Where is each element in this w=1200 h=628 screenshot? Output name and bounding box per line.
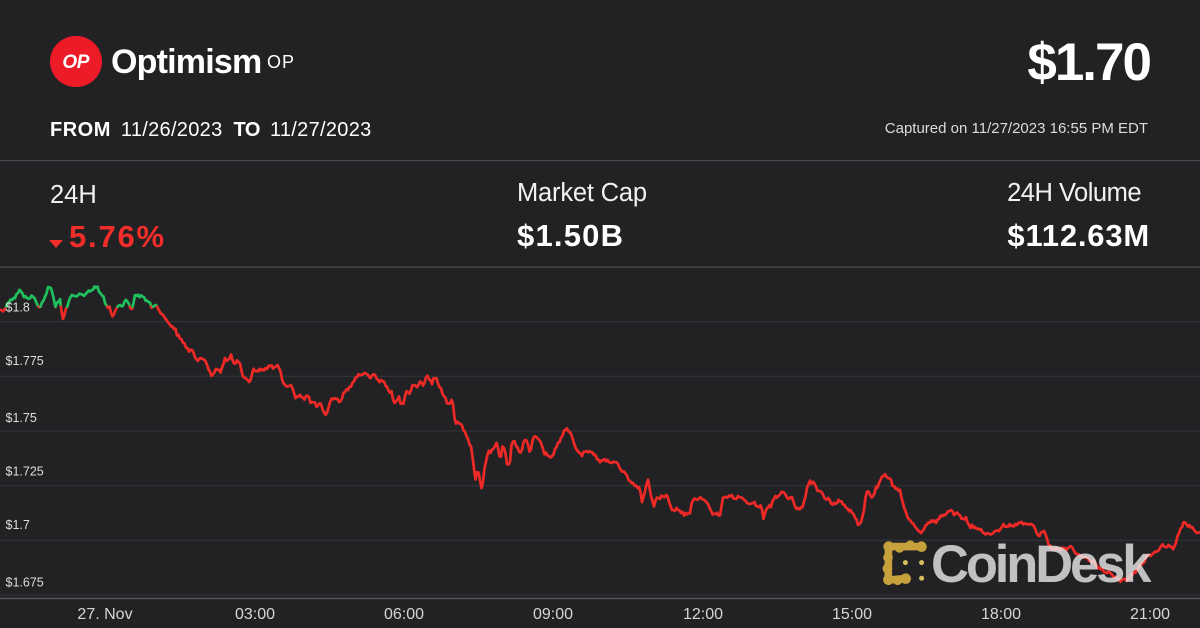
svg-text:09:00: 09:00: [533, 606, 573, 623]
svg-text:$1.675: $1.675: [6, 576, 44, 590]
svg-text:03:00: 03:00: [235, 606, 275, 623]
svg-text:06:00: 06:00: [384, 606, 424, 623]
svg-text:12:00: 12:00: [683, 606, 723, 623]
svg-text:27. Nov: 27. Nov: [77, 606, 132, 623]
svg-text:$1.7: $1.7: [6, 518, 30, 532]
svg-text:$1.775: $1.775: [6, 354, 44, 368]
svg-text:CoinDesk: CoinDesk: [931, 535, 1152, 594]
svg-text:15:00: 15:00: [832, 606, 872, 623]
svg-text:$1.725: $1.725: [6, 465, 44, 479]
svg-text:$1.75: $1.75: [6, 411, 37, 425]
svg-text:21:00: 21:00: [1130, 606, 1170, 623]
svg-text:18:00: 18:00: [981, 606, 1021, 623]
svg-text:$1.8: $1.8: [6, 301, 30, 315]
